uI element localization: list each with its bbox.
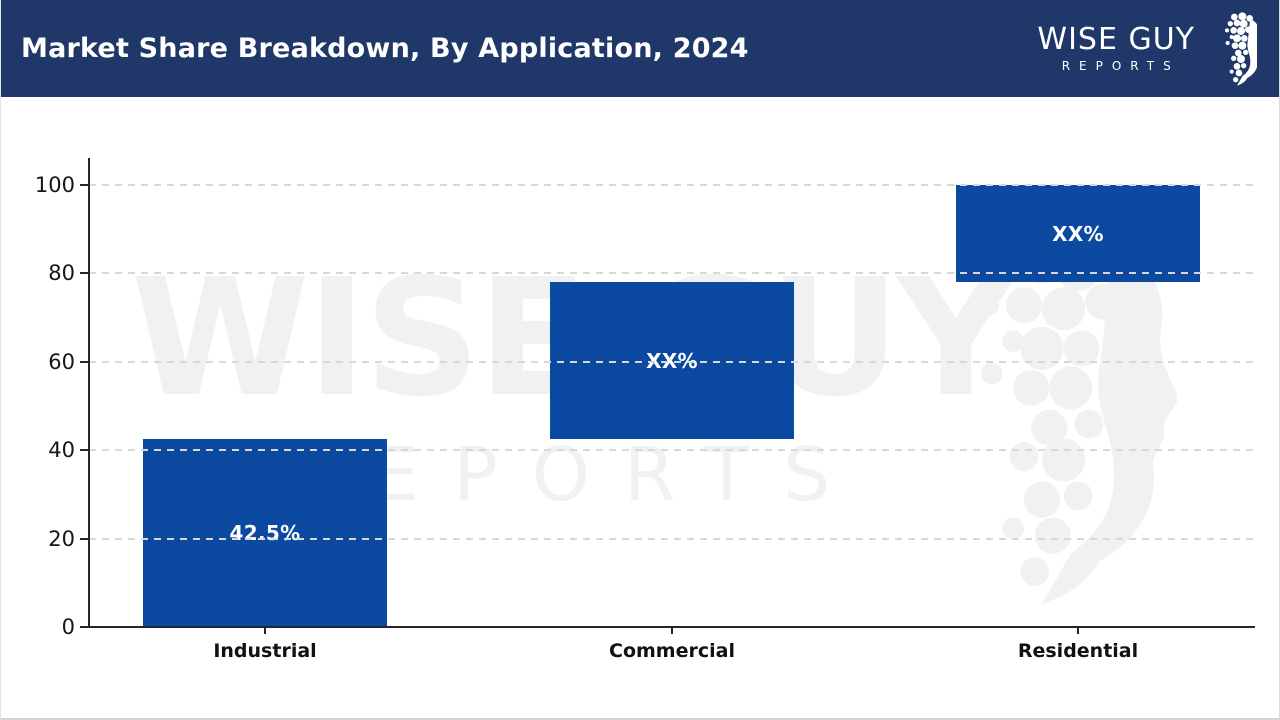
bar-industrial: 42.5%	[143, 439, 387, 627]
bar-commercial: XX%	[550, 282, 794, 440]
y-tick-mark	[80, 449, 89, 452]
x-category-label-residential: Residential	[1017, 640, 1139, 662]
x-tick-mark	[1077, 627, 1079, 634]
gridline-40	[89, 449, 1255, 452]
x-tick-mark	[671, 627, 673, 634]
logo-reports-text: REPORTS	[1061, 59, 1180, 73]
y-tick-label: 80	[48, 261, 75, 286]
y-tick-label: 0	[61, 615, 75, 639]
y-tick-label: 60	[48, 349, 75, 374]
x-axis-line	[87, 626, 1255, 628]
gridline-60	[89, 360, 1255, 363]
x-tick-mark	[264, 627, 266, 634]
wiseguy-logo: WISE GUY REPORTS	[1037, 11, 1257, 86]
y-tick-mark	[80, 272, 89, 275]
gridline-100	[89, 184, 1255, 186]
y-tick-mark	[80, 626, 89, 628]
bar-value-label: XX%	[646, 348, 698, 373]
logo-face-icon	[1225, 11, 1257, 86]
gridline-80	[89, 272, 1255, 275]
y-tick-label: 20	[48, 526, 75, 551]
y-tick-mark	[80, 184, 89, 186]
y-axis-line	[88, 158, 90, 628]
y-tick-mark	[80, 360, 89, 363]
bar-residential: XX%	[956, 185, 1200, 283]
x-category-label-industrial: Industrial	[213, 640, 317, 662]
x-category-label-commercial: Commercial	[609, 640, 735, 662]
bar-value-label: XX%	[1052, 221, 1104, 246]
page-title: Market Share Breakdown, By Application, …	[21, 33, 749, 64]
header-bar: Market Share Breakdown, By Application, …	[1, 0, 1279, 97]
y-tick-label: 40	[48, 438, 75, 463]
y-tick-label: 100	[34, 173, 75, 197]
logo-brand-text: WISE GUY	[1037, 22, 1195, 57]
bar-value-label: 42.5%	[229, 521, 301, 546]
logo-wordmark: WISE GUY REPORTS	[1037, 22, 1195, 73]
y-tick-mark	[80, 537, 89, 540]
gridline-20	[89, 537, 1255, 540]
